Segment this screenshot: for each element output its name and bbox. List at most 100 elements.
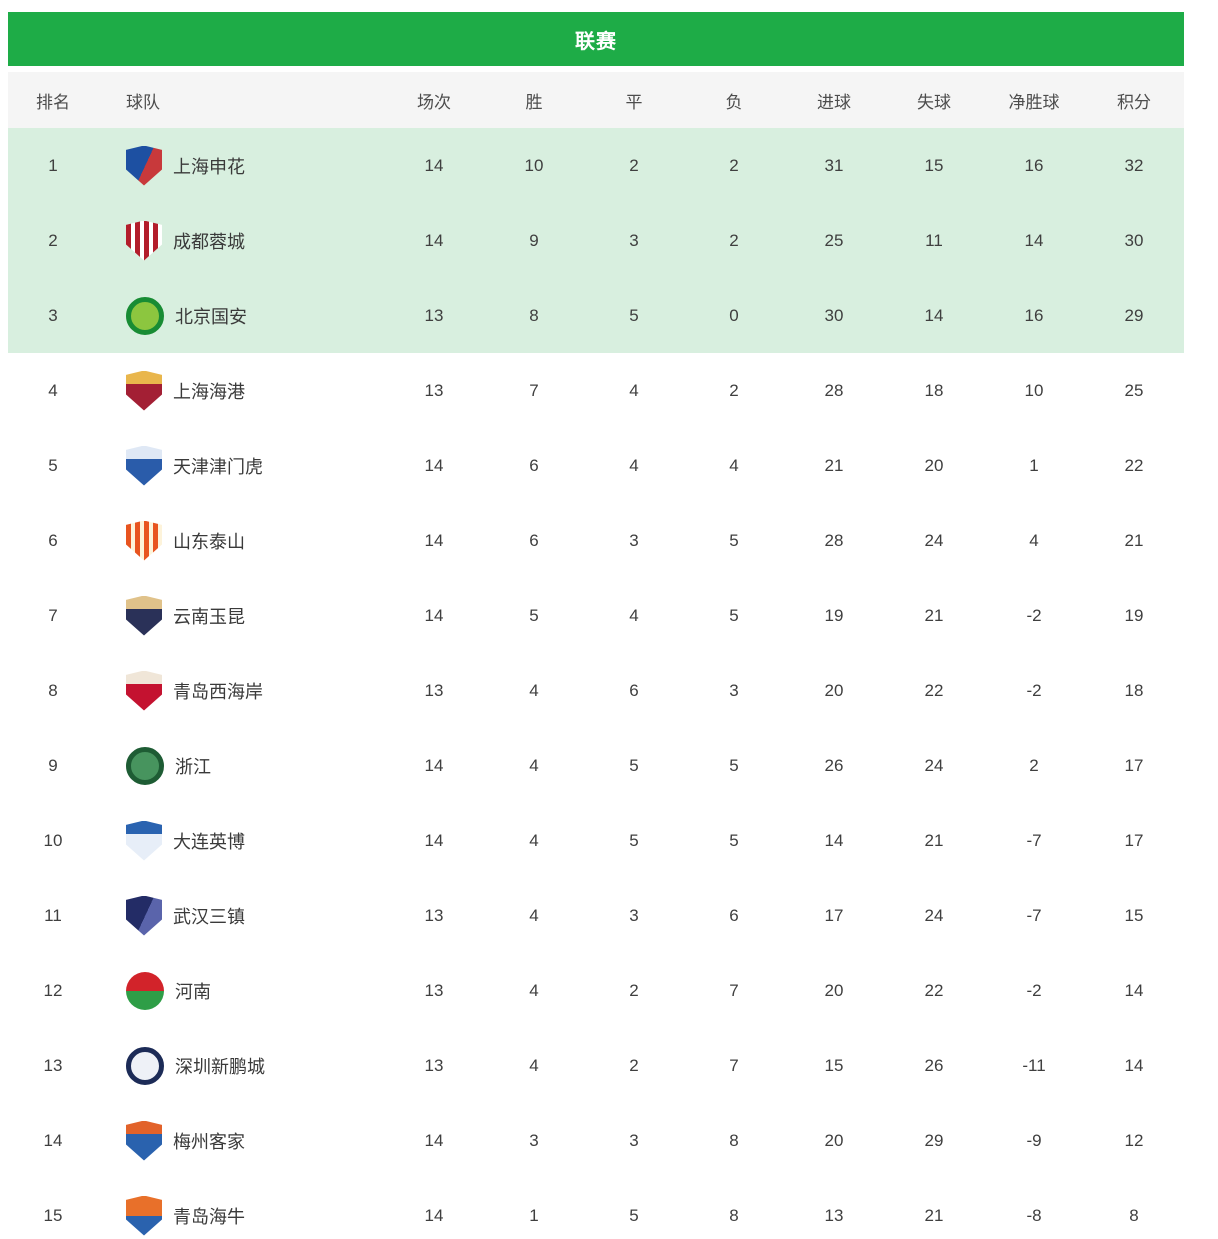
table-row[interactable]: 6 山东泰山 14 6 3 5 28 24 4 21 [8,503,1184,578]
column-header-gf: 进球 [817,92,851,112]
team-name: 深圳新鹏城 [175,1056,265,1077]
goal-diff-cell: 1 [1029,455,1039,475]
team-cell[interactable]: 北京国安 [98,296,384,335]
draw-cell: 6 [629,680,639,700]
played-cell: 14 [424,1205,444,1225]
team-cell[interactable]: 青岛西海岸 [98,670,384,711]
rank-cell: 1 [48,155,58,175]
loss-cell: 8 [729,1205,739,1225]
table-row[interactable]: 7 云南玉昆 14 5 4 5 19 21 -2 19 [8,578,1184,653]
played-cell: 14 [424,455,444,475]
played-cell: 13 [424,680,444,700]
points-cell: 21 [1124,530,1144,550]
team-cell[interactable]: 大连英博 [98,820,384,861]
team-cell[interactable]: 山东泰山 [98,520,384,561]
rank-cell: 14 [43,1130,63,1150]
table-row[interactable]: 14 梅州客家 14 3 3 8 20 29 -9 12 [8,1103,1184,1178]
rank-cell: 11 [44,905,62,925]
team-cell[interactable]: 河南 [98,971,384,1010]
team-cell[interactable]: 天津津门虎 [98,445,384,486]
rank-cell: 8 [48,680,58,700]
played-cell: 14 [424,605,444,625]
team-cell[interactable]: 深圳新鹏城 [98,1046,384,1085]
rank-cell: 4 [48,380,58,400]
loss-cell: 7 [729,1055,739,1075]
draw-cell: 3 [629,905,639,925]
played-cell: 13 [424,380,444,400]
table-row[interactable]: 9 浙江 14 4 5 5 26 24 2 17 [8,728,1184,803]
team-cell[interactable]: 武汉三镇 [98,895,384,936]
played-cell: 13 [424,305,444,325]
draw-cell: 2 [629,980,639,1000]
rank-cell: 15 [43,1205,63,1225]
points-cell: 32 [1124,155,1144,175]
draw-cell: 2 [629,1055,639,1075]
win-cell: 10 [524,155,544,175]
team-cell[interactable]: 云南玉昆 [98,595,384,636]
table-row[interactable]: 1 上海申花 14 10 2 2 31 15 16 32 [8,128,1184,203]
goals-against-cell: 11 [925,230,943,250]
goals-for-cell: 20 [824,980,844,1000]
team-name: 青岛西海岸 [173,681,263,702]
rank-cell: 13 [43,1055,63,1075]
goals-against-cell: 24 [924,530,944,550]
team-name: 河南 [175,981,211,1002]
rank-cell: 12 [43,980,63,1000]
team-name: 山东泰山 [173,531,245,552]
team-cell[interactable]: 上海海港 [98,370,384,411]
points-cell: 18 [1124,680,1144,700]
goals-against-cell: 22 [924,680,944,700]
table-row[interactable]: 13 深圳新鹏城 13 4 2 7 15 26 -11 14 [8,1028,1184,1103]
table-row[interactable]: 15 青岛海牛 14 1 5 8 13 21 -8 8 [8,1178,1184,1239]
column-header-pts: 积分 [1117,92,1151,112]
table-row[interactable]: 10 大连英博 14 4 5 5 14 21 -7 17 [8,803,1184,878]
team-name: 北京国安 [175,306,247,327]
qingdao-hainiu-crest [126,1195,162,1236]
team-name: 天津津门虎 [173,456,263,477]
league-standings-widget: 联赛 排名 球队 场次胜平负进球 失球 净胜球 积分 1 上海申花 14 10 2 2 3… [8,12,1184,1239]
yunnan-yukun-crest [126,595,162,636]
table-row[interactable]: 12 河南 13 4 2 7 20 22 -2 14 [8,953,1184,1028]
table-row[interactable]: 11 武汉三镇 13 4 3 6 17 24 -7 15 [8,878,1184,953]
win-cell: 4 [529,1055,539,1075]
loss-cell: 7 [729,980,739,1000]
column-header-rank: 排名 [36,92,70,112]
goals-for-cell: 30 [824,305,844,325]
points-cell: 30 [1124,230,1144,250]
points-cell: 17 [1124,830,1144,850]
goals-for-cell: 28 [824,380,844,400]
rank-cell: 7 [48,605,58,625]
team-cell[interactable]: 梅州客家 [98,1120,384,1161]
draw-cell: 3 [629,530,639,550]
team-cell[interactable]: 浙江 [98,746,384,785]
team-cell[interactable]: 成都蓉城 [98,220,384,261]
loss-cell: 5 [729,830,739,850]
table-row[interactable]: 2 成都蓉城 14 9 3 2 25 11 14 30 [8,203,1184,278]
rank-cell: 10 [43,830,63,850]
points-cell: 17 [1124,755,1144,775]
loss-cell: 2 [729,155,739,175]
draw-cell: 4 [629,455,639,475]
goals-for-cell: 19 [824,605,844,625]
table-row[interactable]: 8 青岛西海岸 13 4 6 3 20 22 -2 18 [8,653,1184,728]
points-cell: 22 [1124,455,1144,475]
meizhou-hakka-crest [126,1120,162,1161]
draw-cell: 3 [629,1130,639,1150]
table-row[interactable]: 5 天津津门虎 14 6 4 4 21 20 1 22 [8,428,1184,503]
goals-against-cell: 21 [924,830,944,850]
table-row[interactable]: 4 上海海港 13 7 4 2 28 18 10 25 [8,353,1184,428]
goals-for-cell: 28 [824,530,844,550]
goals-for-cell: 20 [824,1130,844,1150]
played-cell: 14 [424,230,444,250]
goal-diff-cell: -2 [1026,680,1042,700]
loss-cell: 5 [729,755,739,775]
team-name: 成都蓉城 [173,231,245,252]
column-header-gd: 净胜球 [1008,92,1060,112]
team-cell[interactable]: 青岛海牛 [98,1195,384,1236]
draw-cell: 4 [629,380,639,400]
win-cell: 4 [529,830,539,850]
loss-cell: 5 [729,530,739,550]
goal-diff-cell: 10 [1024,380,1044,400]
table-row[interactable]: 3 北京国安 13 8 5 0 30 14 16 29 [8,278,1184,353]
team-cell[interactable]: 上海申花 [98,145,384,186]
